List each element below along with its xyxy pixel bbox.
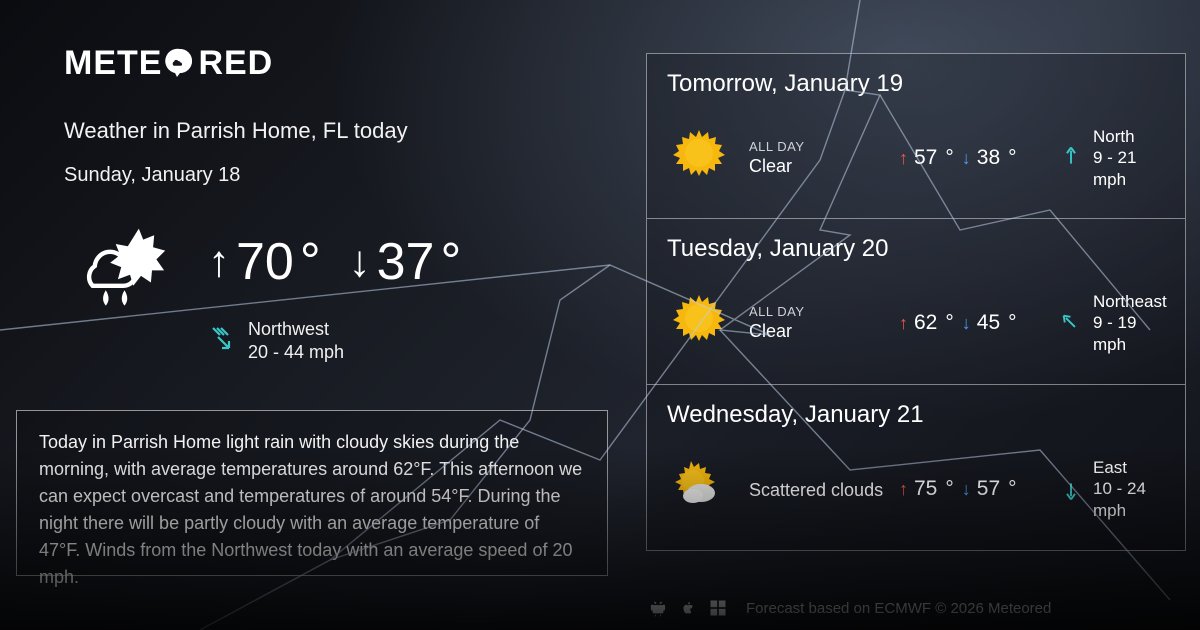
treeline-silhouette	[0, 400, 1200, 630]
weather-screen: METE RED Weather in Parrish Home, FL tod…	[0, 0, 1200, 630]
